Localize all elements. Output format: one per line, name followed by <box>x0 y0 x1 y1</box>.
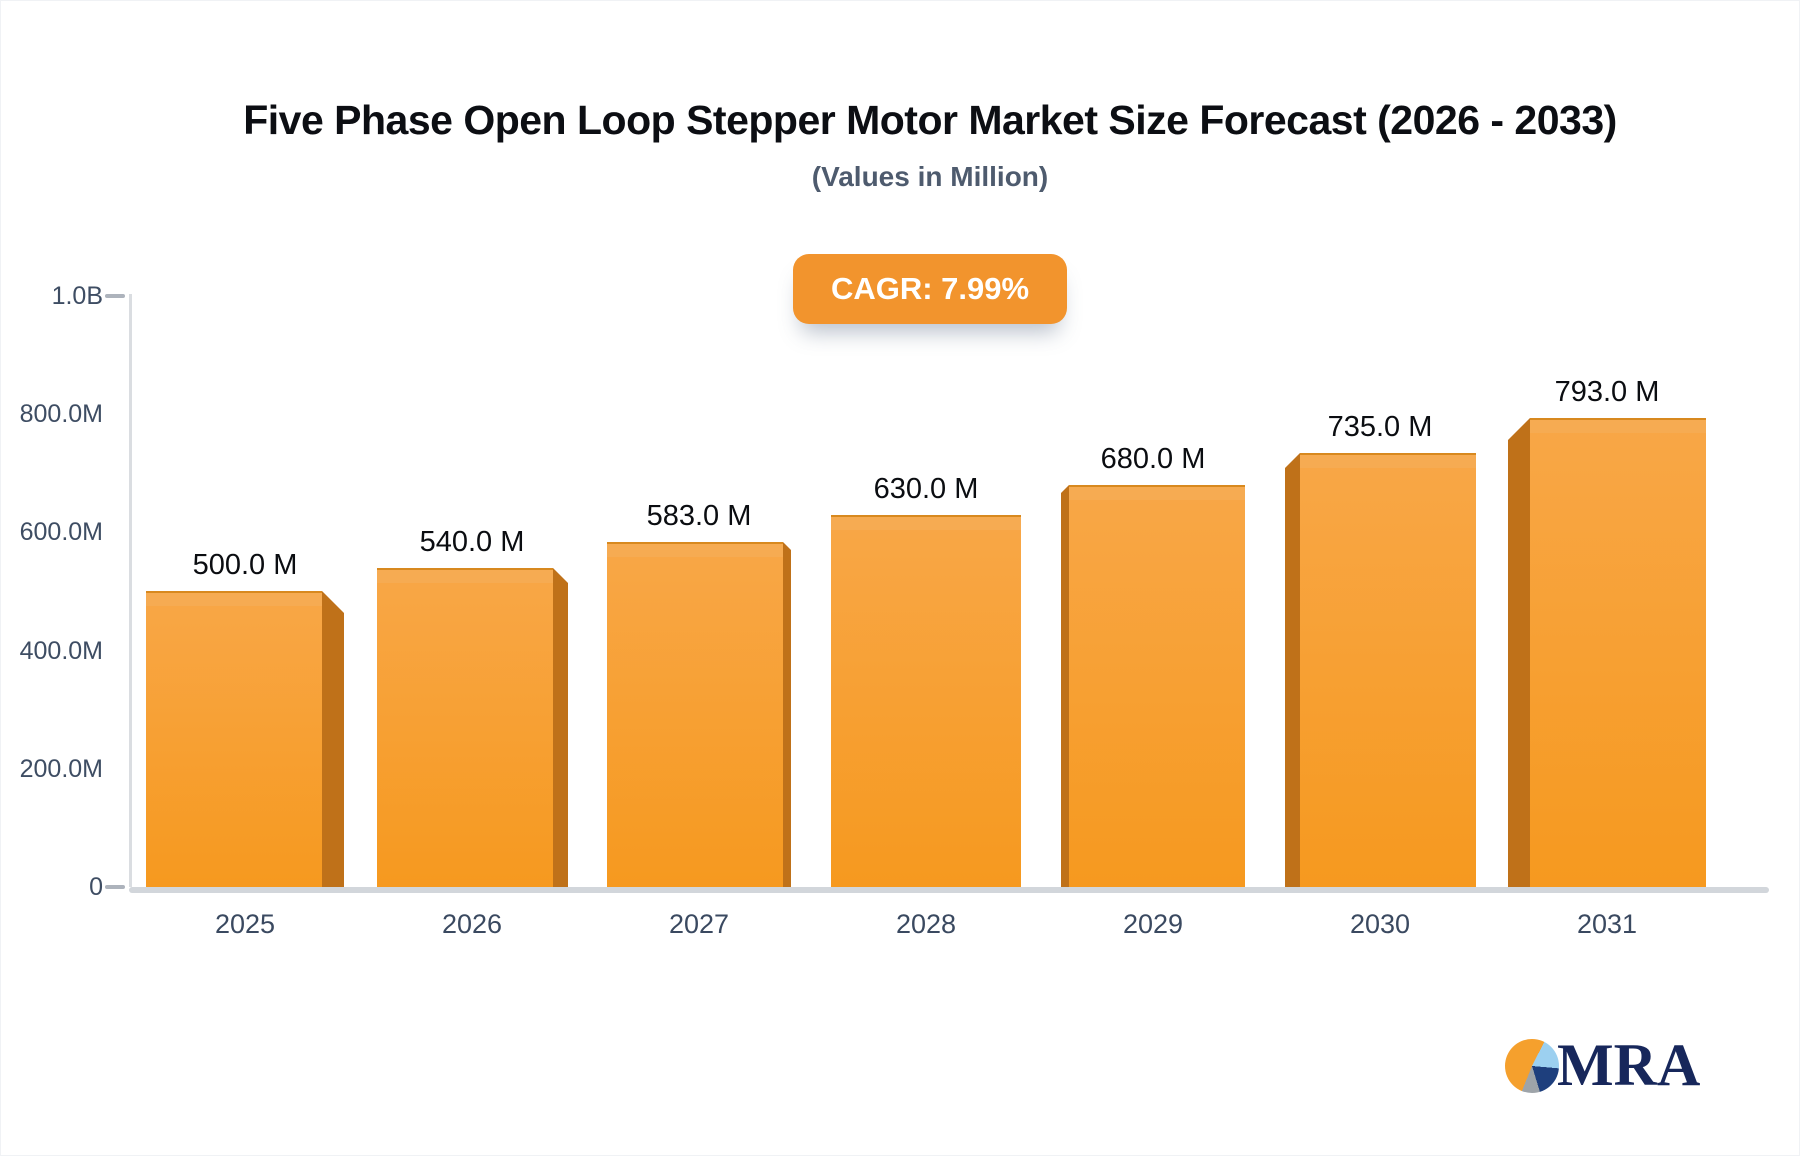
bar-2026[interactable] <box>377 568 568 887</box>
x-tick-label-2027: 2027 <box>668 909 730 939</box>
bar-top-face <box>377 570 553 583</box>
y-tick-label: 200.0M <box>19 754 103 783</box>
bar-face <box>607 542 783 887</box>
bar-top-face <box>831 517 1021 530</box>
x-tick-label-2030: 2030 <box>1349 909 1411 939</box>
y-tick-label: 1.0B <box>51 282 103 310</box>
bar-top-face <box>146 593 322 606</box>
bar-face <box>377 568 553 887</box>
bar-value-label: 735.0 M <box>1327 411 1433 443</box>
bar-2031[interactable] <box>1508 418 1706 887</box>
bar-top-face <box>1530 420 1706 433</box>
x-tick-label-2029: 2029 <box>1122 909 1184 939</box>
x-axis-baseline <box>129 887 1769 893</box>
bar-2025[interactable] <box>146 591 344 887</box>
bar-value-label: 680.0 M <box>1100 443 1206 475</box>
bar-face <box>1530 418 1706 887</box>
y-tick-label: 600.0M <box>19 518 103 547</box>
bar-side-face <box>783 542 791 887</box>
bar-top-face <box>1300 455 1476 468</box>
x-tick-label-2028: 2028 <box>895 909 957 939</box>
bar-side-face <box>553 568 568 887</box>
bar-2028[interactable] <box>831 515 1021 887</box>
y-axis-line <box>129 294 132 887</box>
bar-top-face <box>1069 487 1245 500</box>
bar-top-face <box>607 544 783 557</box>
bar-2029[interactable] <box>1061 485 1245 887</box>
bar-value-label: 500.0 M <box>192 549 298 581</box>
y-tick-mark <box>105 294 125 298</box>
pie-chart-icon <box>1505 1039 1559 1093</box>
y-tick-label: 800.0M <box>19 400 103 429</box>
bar-value-label: 583.0 M <box>646 500 752 532</box>
logo-text: MRA <box>1557 1032 1701 1098</box>
y-tick-label: 400.0M <box>19 636 103 665</box>
bar-face <box>146 591 322 887</box>
y-tick-label: 0 <box>89 873 103 901</box>
bar-side-face <box>1508 418 1530 887</box>
bar-value-label: 793.0 M <box>1554 376 1660 408</box>
bar-side-face <box>1285 453 1300 887</box>
chart-subtitle: (Values in Million) <box>811 161 1049 192</box>
bar-face <box>831 515 1021 887</box>
cagr-badge-wrap: CAGR: 7.99% <box>61 254 1799 324</box>
bar-side-face <box>1061 485 1069 887</box>
mra-logo: MRA <box>1501 1027 1741 1107</box>
y-tick-mark <box>105 885 125 889</box>
bar-face <box>1069 485 1245 887</box>
bar-value-label: 540.0 M <box>419 526 525 558</box>
x-tick-label-2026: 2026 <box>441 909 503 939</box>
x-tick-label-2025: 2025 <box>214 909 276 939</box>
bar-face <box>1300 453 1476 887</box>
x-tick-label-2031: 2031 <box>1576 909 1638 939</box>
bar-2030[interactable] <box>1285 453 1476 887</box>
bar-value-label: 630.0 M <box>873 473 979 505</box>
bar-2027[interactable] <box>607 542 791 887</box>
chart-title: Five Phase Open Loop Stepper Motor Marke… <box>243 97 1617 143</box>
cagr-badge: CAGR: 7.99% <box>792 254 1068 324</box>
bar-side-face <box>322 591 344 887</box>
